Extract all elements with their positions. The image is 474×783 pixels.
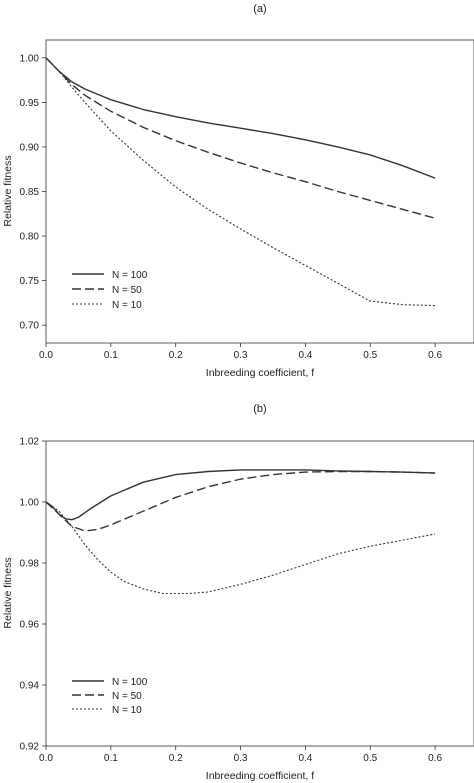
panel-b-y-tick-label: 1.02 [20, 437, 40, 448]
panel-a-legend-n10: N = 10 [112, 300, 142, 311]
panel-a-y-ticks: 0.70 0.75 0.80 0.85 0.90 0.95 1.00 [20, 53, 46, 332]
panel-b-legend-n10: N = 10 [112, 705, 142, 716]
panel-a-x-tick-label: 0.3 [234, 350, 248, 361]
panel-b: (b) 0.0 0.1 0.2 0.3 0.4 0.5 0.6 0.920.940.960.… [2, 403, 474, 782]
panel-b-x-tick-label: 0.6 [428, 753, 442, 764]
panel-a-x-tick-label: 0.1 [104, 350, 118, 361]
panel-a-x-ticks: 0.0 0.1 0.2 0.3 0.4 0.5 0.6 [39, 343, 442, 361]
panel-a-y-tick-label: 0.90 [20, 142, 40, 153]
panel-b-x-axis-label: Inbreeding coefficient, f [206, 770, 314, 782]
panel-b-x-tick-label: 0.0 [39, 753, 53, 764]
panel-b-series-line-n100 [45, 469, 436, 521]
panel-b-x-ticks: 0.0 0.1 0.2 0.3 0.4 0.5 0.6 [39, 746, 442, 764]
panel-b-x-tick-label: 0.1 [104, 753, 118, 764]
panel-b-y-tick-label: 0.96 [20, 620, 40, 631]
panel-b-y-axis-label: Relative fitness [2, 557, 14, 628]
panel-a-y-axis-label: Relative fitness [2, 155, 14, 226]
panel-b-x-tick-label: 0.2 [169, 753, 183, 764]
panel-a-series-line-n50 [45, 57, 436, 219]
panel-b-plot-area [45, 440, 474, 747]
panel-a-x-tick-label: 0.0 [39, 350, 53, 361]
panel-b-legend-n100: N = 100 [112, 677, 148, 688]
panel-b-x-tick-label: 0.4 [298, 753, 312, 764]
panel-a-x-tick-label: 0.4 [298, 350, 312, 361]
panel-b-legend: N = 100 N = 50 N = 10 [72, 677, 148, 716]
panel-a-series-line-n10 [45, 57, 436, 307]
panel-b-series [45, 469, 436, 595]
panel-b-x-tick-label: 0.5 [363, 753, 377, 764]
panel-b-y-tick-label: 0.98 [20, 559, 40, 570]
panel-a-y-tick-label: 0.70 [20, 321, 40, 332]
panel-a-x-tick-label: 0.2 [169, 350, 183, 361]
panel-a-legend: N = 100 N = 50 N = 10 [72, 270, 148, 311]
panel-a-x-axis-label: Inbreeding coefficient, f [206, 367, 314, 379]
panel-b-y-tick-label: 1.00 [20, 498, 40, 509]
panel-a-y-tick-label: 0.80 [20, 232, 40, 243]
panel-a-plot-area [45, 39, 474, 344]
panel-a-y-tick-label: 0.85 [20, 187, 40, 198]
panel-a-x-tick-label: 0.5 [363, 350, 377, 361]
panel-b-x-tick-label: 0.3 [234, 753, 248, 764]
panel-a-y-tick-label: 0.95 [20, 98, 40, 109]
panel-a-y-tick-label: 1.00 [20, 53, 40, 64]
panel-a-legend-n50: N = 50 [112, 285, 142, 296]
panel-a-y-tick-label: 0.75 [20, 276, 40, 287]
panel-b-y-tick-label: 0.94 [20, 681, 40, 692]
panel-b-y-tick-label: 0.92 [20, 742, 40, 753]
panel-b-series-line-n10 [45, 501, 436, 595]
panel-b-y-ticks: 0.92 0.94 0.96 0.98 1.00 1.02 [20, 437, 46, 753]
panel-a-series [45, 57, 436, 307]
panel-b-label: (b) [253, 403, 266, 415]
panel-a-series-line-n100 [45, 57, 436, 179]
panel-b-series-line-n50 [45, 470, 436, 532]
panel-a-x-tick-label: 0.6 [428, 350, 442, 361]
panel-b-legend-n50: N = 50 [112, 691, 142, 702]
panel-a-legend-n100: N = 100 [112, 270, 148, 281]
panel-a-label: (a) [253, 3, 266, 15]
panel-a: (a) 0.0 0.1 0.2 0.3 0.4 0.5 0.6 0.700.750.800.… [2, 3, 474, 379]
